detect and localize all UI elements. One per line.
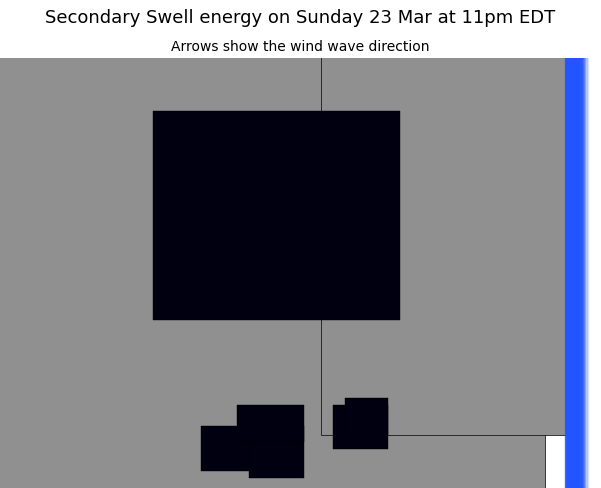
FancyBboxPatch shape [321,54,569,435]
FancyBboxPatch shape [249,427,304,478]
Bar [576,59,588,488]
FancyBboxPatch shape [201,427,256,471]
Bar [575,59,587,488]
Bar [566,59,578,488]
Bar [570,59,582,488]
Text: Secondary Swell energy on Sunday 23 Mar at 11pm EDT: Secondary Swell energy on Sunday 23 Mar … [45,9,556,26]
Bar [569,59,581,488]
Bar [573,59,585,488]
FancyBboxPatch shape [345,398,388,435]
Bar [571,59,583,488]
Bar [567,59,579,488]
FancyBboxPatch shape [0,54,545,488]
Bar [572,59,584,488]
Text: Arrows show the wind wave direction: Arrows show the wind wave direction [171,40,430,54]
FancyBboxPatch shape [153,112,400,321]
FancyBboxPatch shape [237,405,304,442]
Bar [565,59,577,488]
FancyBboxPatch shape [333,405,388,449]
